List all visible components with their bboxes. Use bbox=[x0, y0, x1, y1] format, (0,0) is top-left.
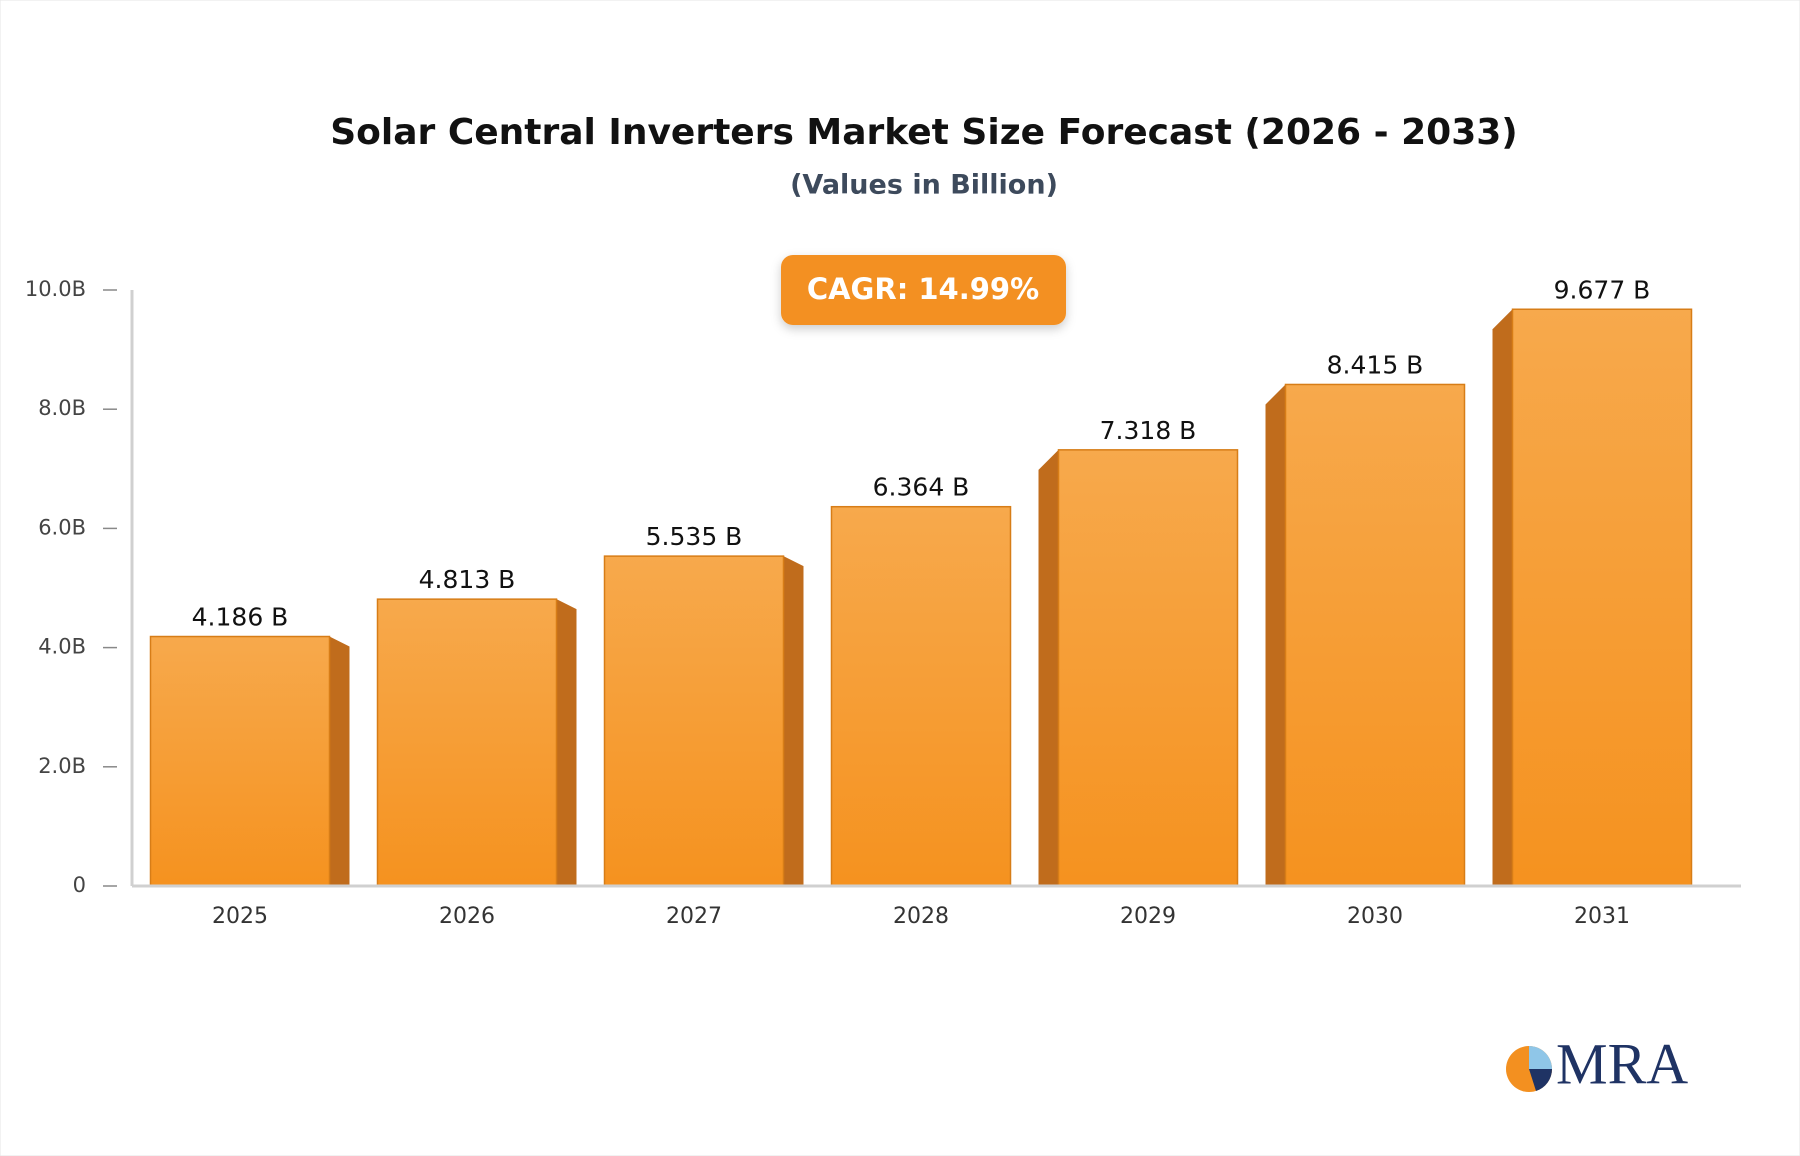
logo: MRA bbox=[1506, 1031, 1688, 1096]
value-label: 4.813 B bbox=[419, 565, 516, 594]
x-tick-label: 2025 bbox=[212, 904, 268, 929]
logo-icon-slice bbox=[1529, 1069, 1553, 1091]
bar bbox=[149, 635, 331, 887]
value-label: 8.415 B bbox=[1327, 350, 1424, 379]
bar bbox=[603, 555, 785, 887]
chart-title: Solar Central Inverters Market Size Fore… bbox=[330, 112, 1518, 153]
x-tick-label: 2030 bbox=[1347, 904, 1403, 929]
cagr-badge bbox=[781, 255, 1066, 325]
x-tick-label: 2031 bbox=[1574, 904, 1630, 929]
y-tick-label: 2.0B bbox=[38, 754, 86, 778]
y-tick-label: 4.0B bbox=[38, 635, 86, 659]
value-label: 6.364 B bbox=[873, 473, 970, 502]
x-tick-label: 2028 bbox=[893, 904, 949, 929]
x-tick-label: 2027 bbox=[666, 904, 722, 929]
bar bbox=[1057, 449, 1239, 887]
logo-icon-slice bbox=[1529, 1046, 1552, 1069]
value-label: 9.677 B bbox=[1554, 275, 1651, 304]
bar bbox=[830, 505, 1012, 887]
bar bbox=[376, 598, 558, 887]
bar bbox=[1511, 308, 1693, 887]
bar-side bbox=[329, 636, 350, 886]
bar bbox=[1284, 383, 1466, 887]
bar-side bbox=[1492, 309, 1513, 886]
y-tick-label: 8.0B bbox=[38, 396, 86, 420]
y-tick-label: 10.0B bbox=[25, 277, 86, 301]
cagr-label: CAGR: 14.99% bbox=[807, 272, 1039, 306]
x-tick-label: 2026 bbox=[439, 904, 495, 929]
y-tick-label: 6.0B bbox=[38, 515, 86, 539]
bar-side bbox=[556, 599, 577, 886]
bar-side bbox=[1038, 449, 1059, 886]
value-label: 7.318 B bbox=[1100, 416, 1197, 445]
value-label: 4.186 B bbox=[192, 603, 289, 632]
bar-side bbox=[783, 556, 804, 886]
logo-text: MRA bbox=[1556, 1031, 1688, 1096]
bar-side bbox=[1265, 384, 1286, 886]
value-label: 5.535 B bbox=[646, 522, 743, 551]
x-tick-label: 2029 bbox=[1120, 904, 1176, 929]
y-tick-label: 0 bbox=[73, 873, 86, 897]
chart-subtitle: (Values in Billion) bbox=[790, 170, 1058, 201]
